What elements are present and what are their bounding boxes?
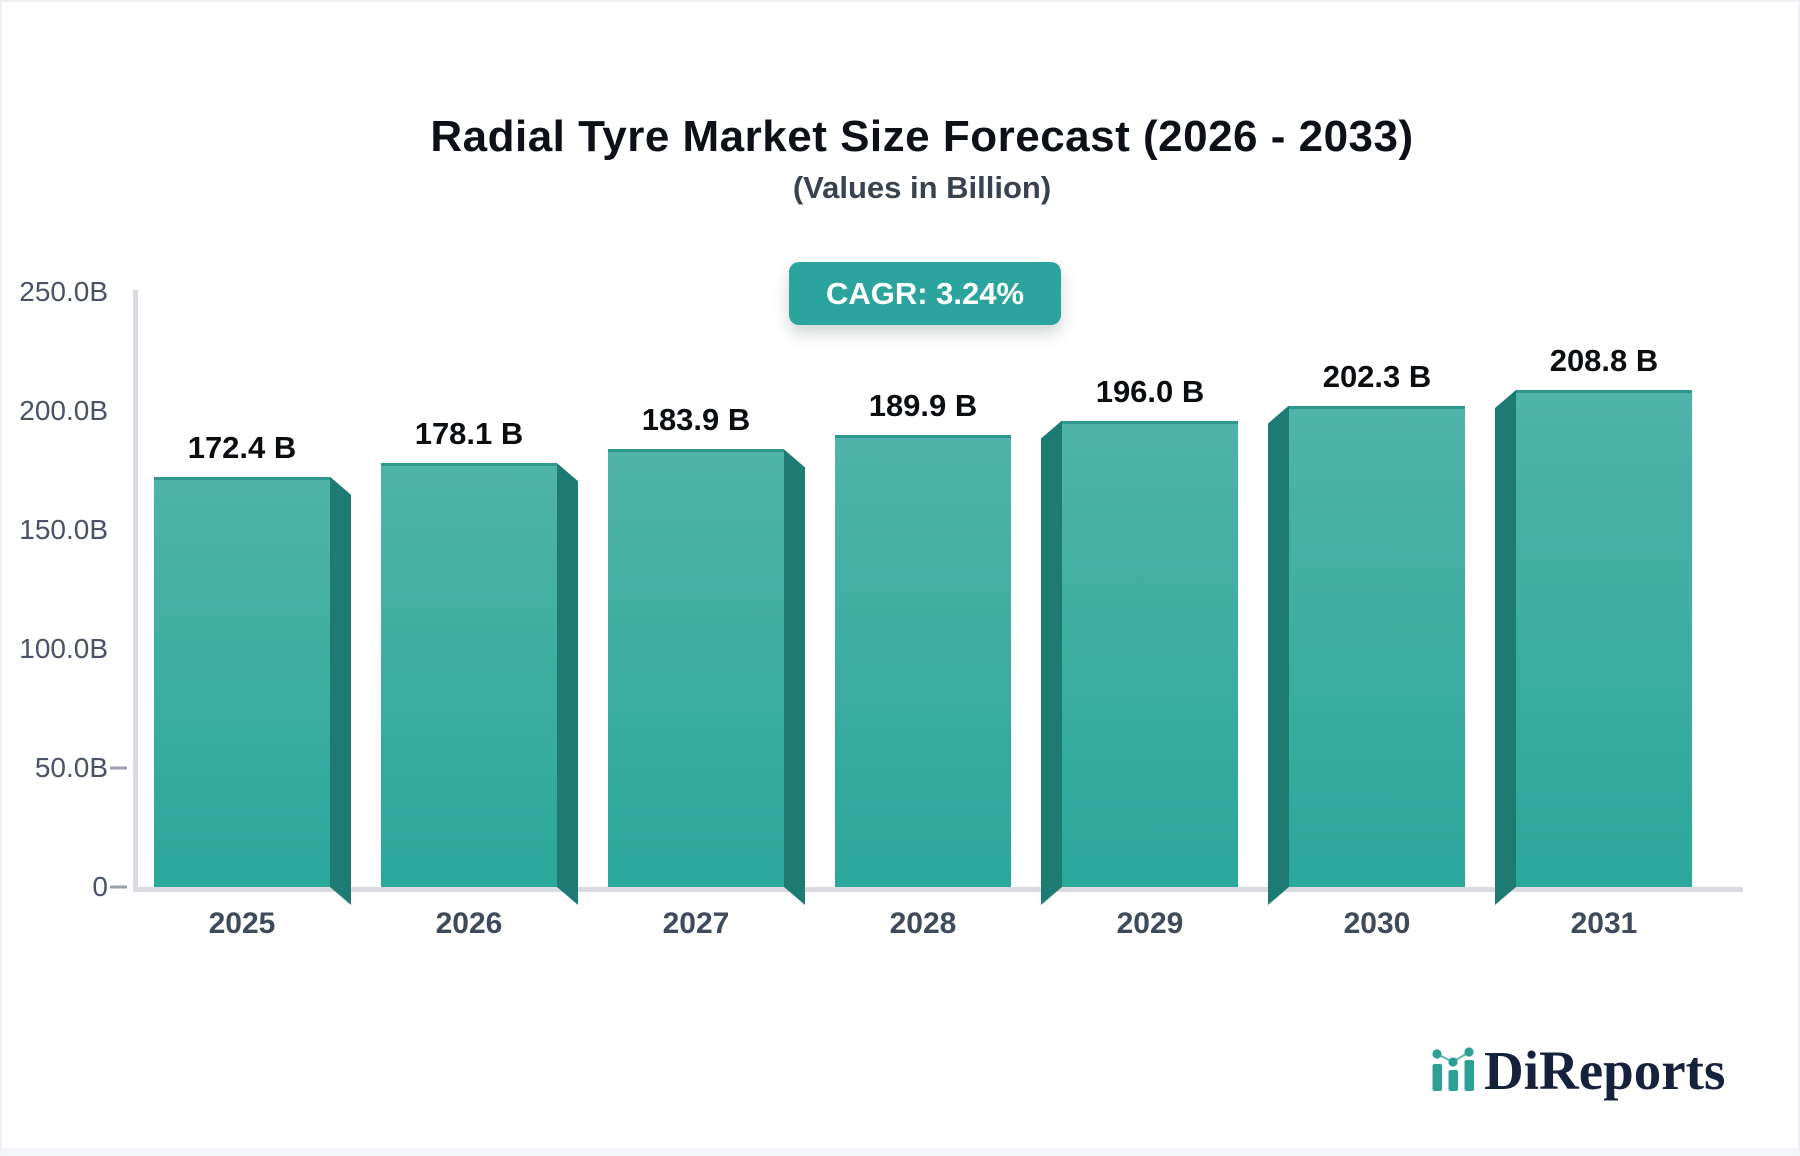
bar-3d-side	[1495, 390, 1516, 905]
y-tick-label: 50.0B	[34, 752, 108, 783]
chart-subtitle: (Values in Billion)	[792, 170, 1052, 205]
y-tick-label: 150.0B	[19, 514, 108, 545]
bar-3d-side	[557, 463, 578, 905]
y-tick-label: 0	[92, 871, 108, 902]
brand-name: DiReports	[1484, 1039, 1726, 1101]
x-axis-label: 2031	[1570, 907, 1638, 940]
bar-2025	[154, 476, 330, 887]
chart-title: Radial Tyre Market Size Forecast (2026 -…	[430, 112, 1414, 161]
bar-value-label: 189.9 B	[868, 388, 978, 424]
x-axis-label: 2025	[208, 907, 276, 940]
direports-logo-icon	[1432, 1047, 1474, 1091]
bar-2026	[381, 463, 557, 887]
bar-value-label: 178.1 B	[414, 416, 524, 452]
y-tick-mark	[110, 766, 127, 770]
x-axis-label: 2026	[435, 907, 503, 940]
bar-value-label: 172.4 B	[187, 429, 297, 465]
y-tick-label: 200.0B	[19, 395, 108, 426]
bar-2027	[608, 449, 784, 887]
x-axis-label: 2027	[662, 907, 730, 940]
bar-2030	[1289, 405, 1465, 887]
x-axis-label: 2030	[1343, 907, 1411, 940]
bar-value-label: 202.3 B	[1322, 358, 1432, 394]
y-axis-line	[133, 290, 138, 891]
y-tick-label: 250.0B	[19, 276, 108, 307]
bar-3d-side	[784, 449, 805, 905]
x-axis-label: 2028	[889, 907, 957, 940]
brand-logo: DiReports	[1430, 1038, 1725, 1102]
y-tick-label: 100.0B	[19, 633, 108, 664]
bar-2028	[835, 435, 1011, 887]
cagr-badge: CAGR: 3.24%	[789, 262, 1061, 325]
bar-3d-side	[1041, 421, 1062, 905]
bar-2031	[1516, 390, 1692, 887]
x-axis-label: 2029	[1116, 907, 1184, 940]
bar-3d-side	[1268, 406, 1289, 905]
bar-2029	[1062, 420, 1238, 887]
y-tick-mark	[110, 885, 127, 889]
bar-value-label: 208.8 B	[1549, 343, 1659, 379]
bar-value-label: 183.9 B	[641, 402, 751, 438]
bar-value-label: 196.0 B	[1095, 373, 1205, 409]
bar-3d-side	[330, 477, 351, 905]
x-axis-line	[133, 887, 1743, 892]
